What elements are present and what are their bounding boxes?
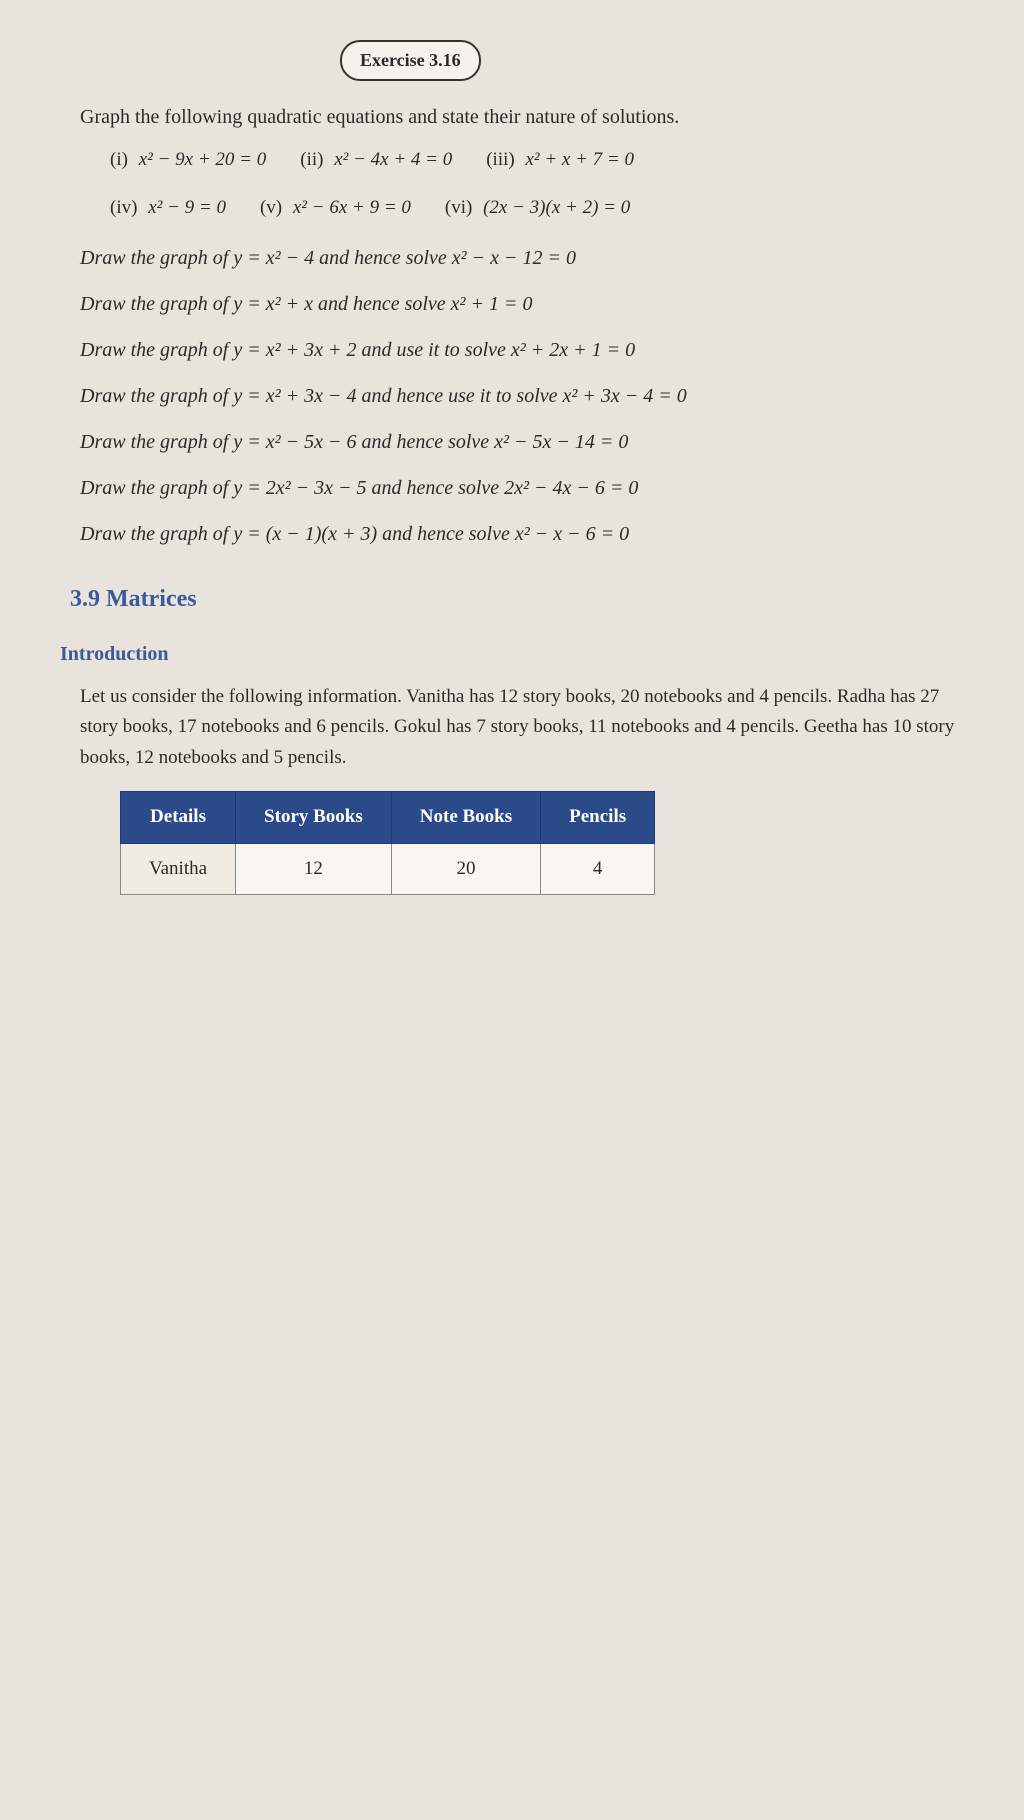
table-header-note-books: Note Books	[391, 792, 540, 843]
matrices-heading: 3.9 Matrices	[60, 580, 964, 618]
table-header-row: Details Story Books Note Books Pencils	[121, 792, 655, 843]
table-row-label: Vanitha	[121, 843, 236, 894]
q1-item-iv: (iv) x² − 9 = 0	[110, 193, 226, 223]
task-4: Draw the graph of y = x² + 3x + 2 and us…	[60, 334, 964, 366]
task-6: Draw the graph of y = x² − 5x − 6 and he…	[60, 426, 964, 458]
table-header-story-books: Story Books	[236, 792, 392, 843]
table-header-details: Details	[121, 792, 236, 843]
q1-item-ii: (ii) x² − 4x + 4 = 0	[300, 145, 452, 175]
question-1-instruction: Graph the following quadratic equations …	[60, 101, 964, 133]
table-cell: 20	[391, 843, 540, 894]
task-7: Draw the graph of y = 2x² − 3x − 5 and h…	[60, 472, 964, 504]
question-1-row-2: (iv) x² − 9 = 0 (v) x² − 6x + 9 = 0 (vi)…	[60, 193, 964, 223]
question-1-row-1: (i) x² − 9x + 20 = 0 (ii) x² − 4x + 4 = …	[60, 145, 964, 175]
q1-item-i: (i) x² − 9x + 20 = 0	[110, 145, 266, 175]
table-row: Vanitha 12 20 4	[121, 843, 655, 894]
exercise-badge: Exercise 3.16	[340, 40, 481, 81]
q1-item-iii: (iii) x² + x + 7 = 0	[486, 145, 634, 175]
table-cell: 4	[541, 843, 655, 894]
task-8: Draw the graph of y = (x − 1)(x + 3) and…	[60, 518, 964, 550]
q1-item-v: (v) x² − 6x + 9 = 0	[260, 193, 411, 223]
task-2: Draw the graph of y = x² − 4 and hence s…	[60, 242, 964, 274]
task-5: Draw the graph of y = x² + 3x − 4 and he…	[60, 380, 964, 412]
table-cell: 12	[236, 843, 392, 894]
introduction-heading: Introduction	[60, 638, 964, 670]
details-table: Details Story Books Note Books Pencils V…	[120, 791, 655, 895]
table-header-pencils: Pencils	[541, 792, 655, 843]
task-3: Draw the graph of y = x² + x and hence s…	[60, 288, 964, 320]
intro-paragraph: Let us consider the following informatio…	[60, 682, 964, 773]
q1-item-vi: (vi) (2x − 3)(x + 2) = 0	[445, 193, 630, 223]
